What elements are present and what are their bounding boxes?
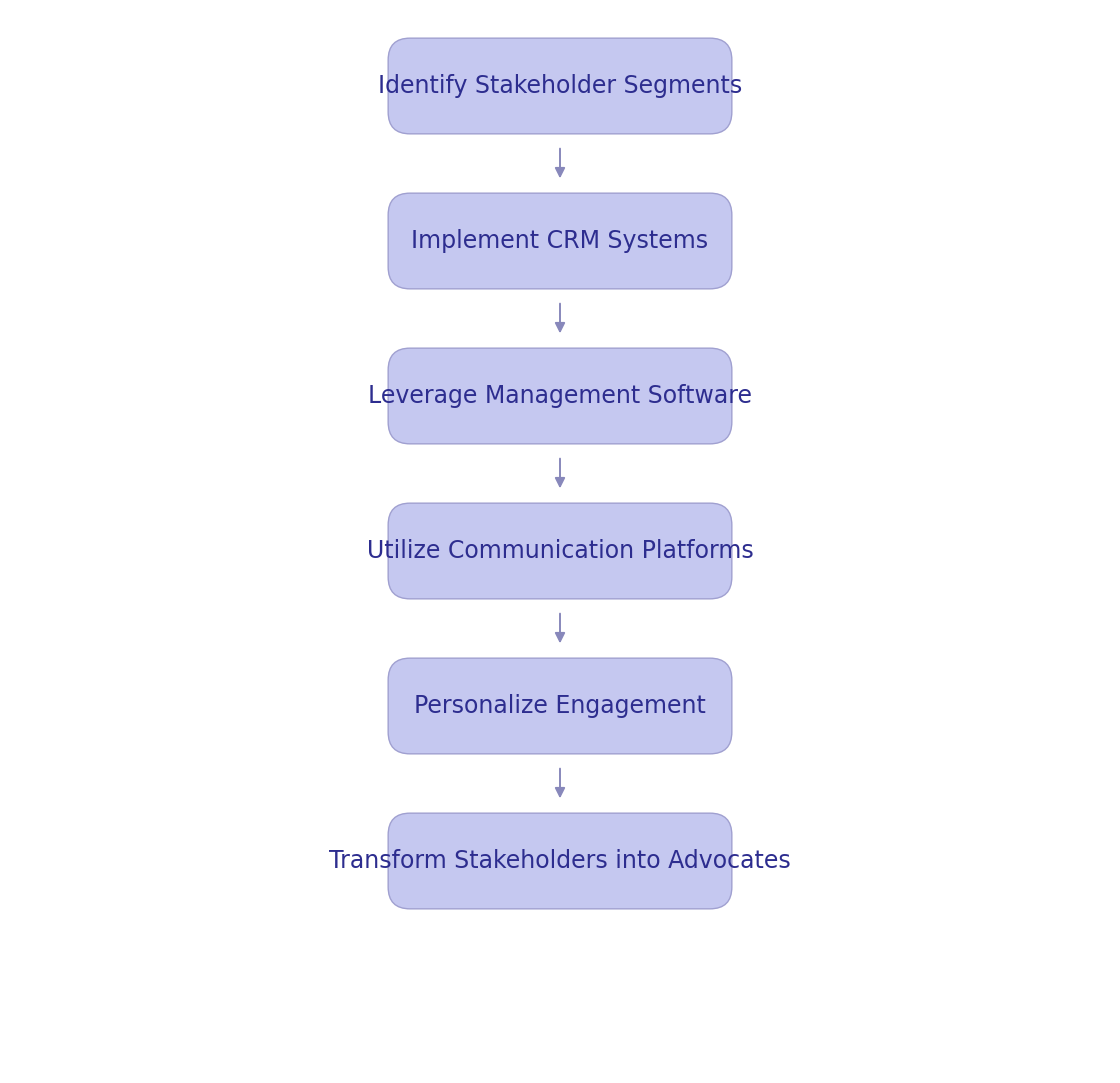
FancyBboxPatch shape: [389, 504, 731, 599]
Text: Implement CRM Systems: Implement CRM Systems: [411, 229, 709, 253]
FancyBboxPatch shape: [389, 348, 731, 444]
Text: Utilize Communication Platforms: Utilize Communication Platforms: [366, 539, 754, 563]
Text: Personalize Engagement: Personalize Engagement: [414, 694, 706, 718]
Text: Transform Stakeholders into Advocates: Transform Stakeholders into Advocates: [329, 849, 791, 873]
Text: Identify Stakeholder Segments: Identify Stakeholder Segments: [377, 74, 743, 97]
Text: Leverage Management Software: Leverage Management Software: [368, 384, 752, 408]
FancyBboxPatch shape: [389, 658, 731, 754]
FancyBboxPatch shape: [389, 193, 731, 289]
FancyBboxPatch shape: [389, 813, 731, 909]
FancyBboxPatch shape: [389, 38, 731, 134]
